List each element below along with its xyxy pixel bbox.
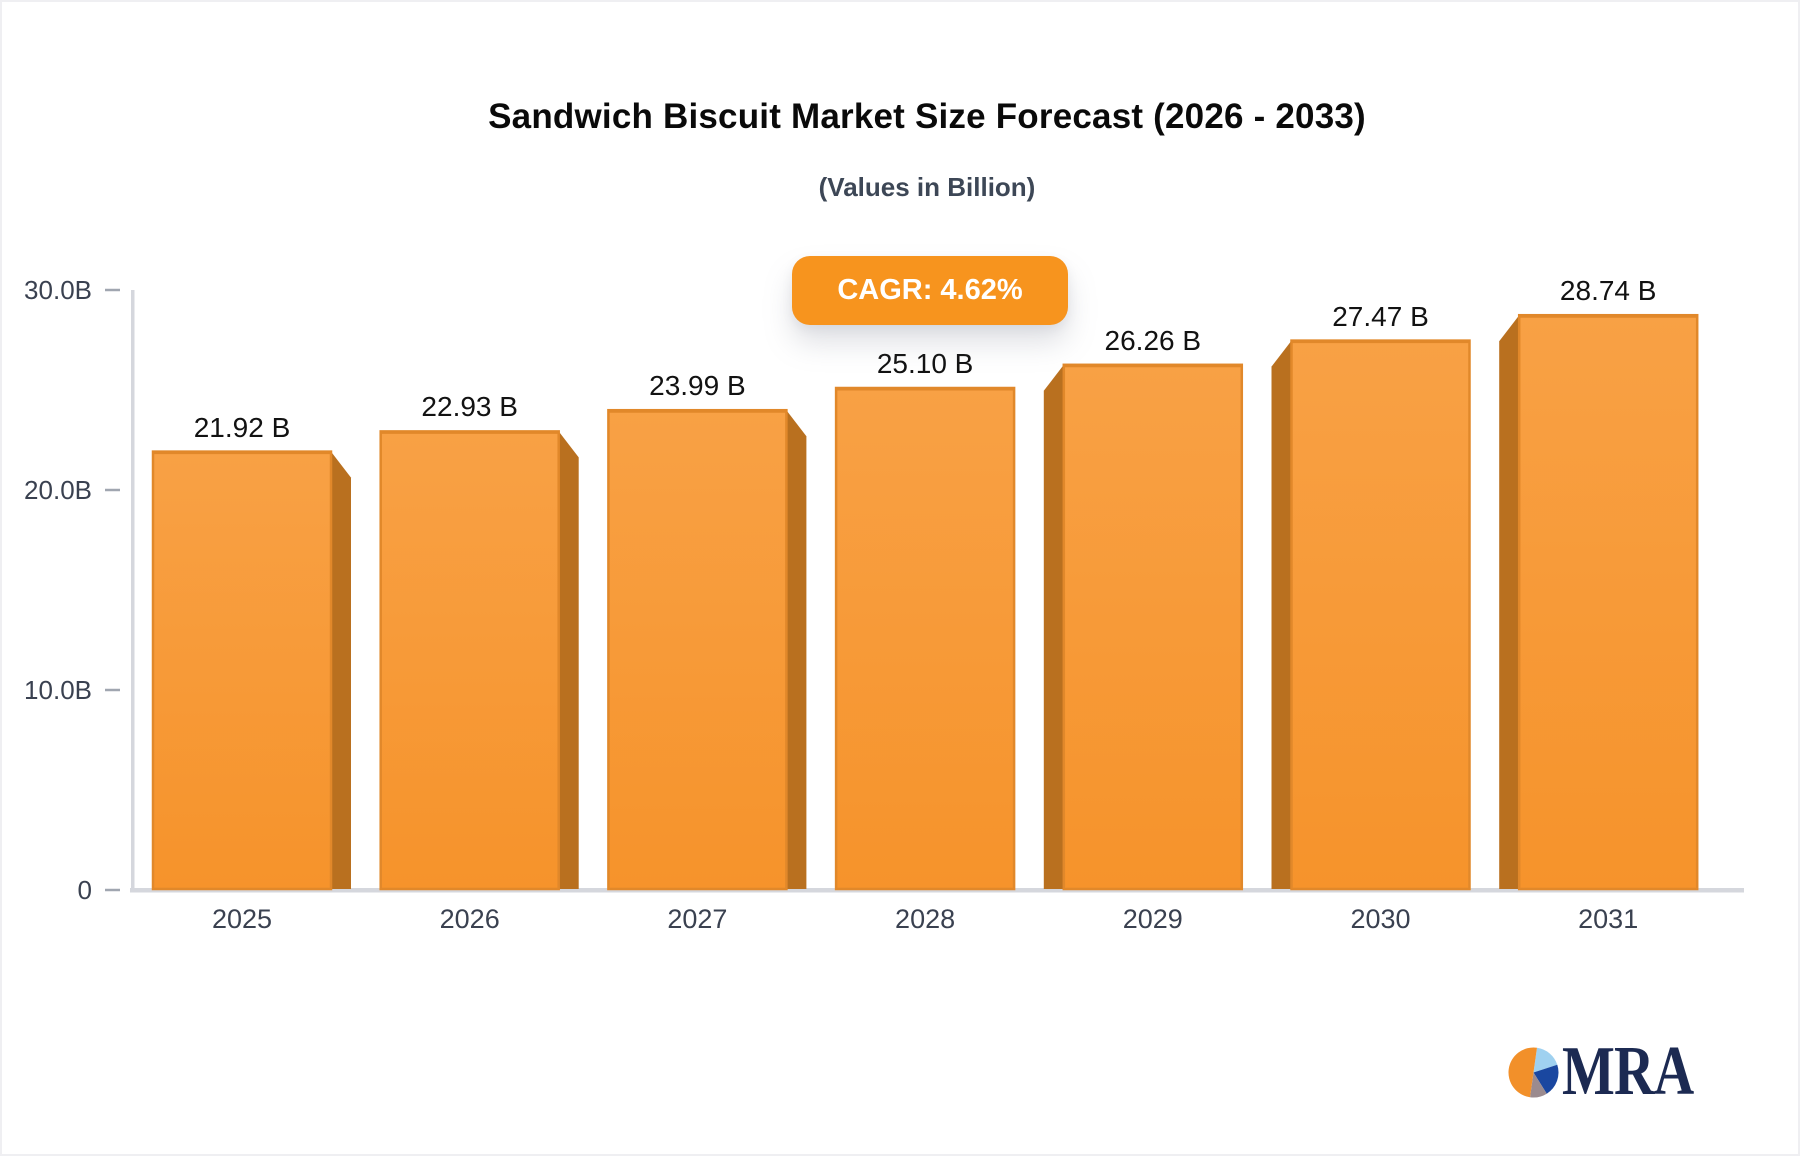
bar-2025 — [151, 450, 333, 891]
bar-value-label: 22.93 B — [421, 391, 518, 423]
bar-2028 — [834, 386, 1016, 891]
y-axis-label: 10.0B — [24, 675, 92, 705]
pie-chart-logo-icon — [1508, 1047, 1559, 1098]
bar-side-2026 — [558, 431, 579, 889]
y-axis-line — [131, 290, 135, 892]
chart-subtitle: (Values in Billion) — [818, 172, 1036, 202]
bar-2027 — [607, 408, 788, 891]
x-axis-label: 2030 — [1350, 904, 1411, 934]
bar-side-2029 — [1043, 364, 1064, 889]
y-axis-label: 30.0B — [24, 275, 92, 305]
bar-value-label: 28.74 B — [1559, 275, 1657, 307]
bar-2029 — [1062, 363, 1244, 891]
chart-title: Sandwich Biscuit Market Size Forecast (2… — [488, 97, 1366, 136]
bar-value-label: 23.99 B — [649, 370, 746, 402]
bar-side-2031 — [1499, 315, 1520, 889]
x-axis-label: 2027 — [667, 904, 728, 934]
y-axis-label: 20.0B — [24, 475, 92, 505]
cagr-badge: CAGR: 4.62% — [792, 256, 1068, 325]
bar-2030 — [1290, 339, 1471, 891]
x-axis-label: 2026 — [439, 904, 500, 934]
x-axis-label: 2031 — [1578, 904, 1639, 934]
x-axis-label: 2028 — [895, 904, 956, 934]
x-axis-label: 2025 — [211, 904, 273, 934]
brand-logo-text: MRA — [1562, 1033, 1694, 1110]
bar-2026 — [379, 430, 560, 891]
bar-side-2027 — [786, 410, 807, 889]
bar-value-label: 21.92 B — [193, 411, 291, 443]
bar-side-2025 — [331, 451, 351, 889]
bar-side-2030 — [1271, 340, 1292, 890]
y-axis-label: 0 — [77, 875, 92, 905]
bar-value-label: 26.26 B — [1104, 324, 1202, 356]
bar-value-label: 25.10 B — [876, 348, 974, 379]
brand-logo: MRA — [1507, 1033, 1726, 1110]
x-axis-label: 2029 — [1122, 904, 1183, 934]
bar-2031 — [1517, 313, 1699, 891]
cagr-badge-label: CAGR: 4.62% — [837, 274, 1023, 306]
bar-value-label: 27.47 B — [1332, 300, 1429, 332]
